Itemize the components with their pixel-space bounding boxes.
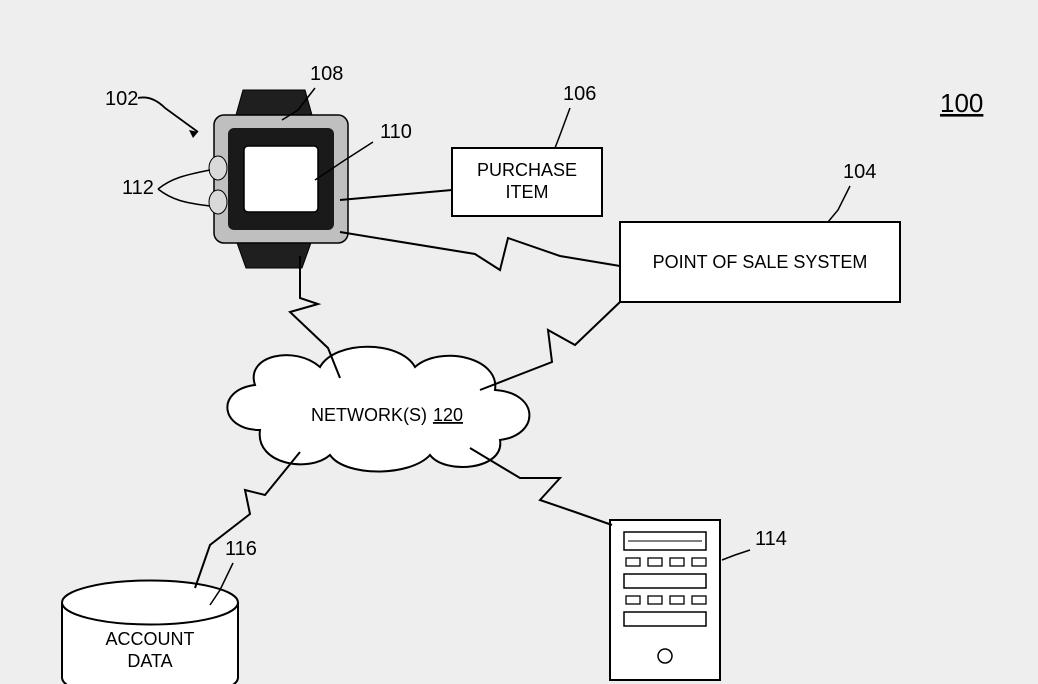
svg-text:NETWORK(S)120: NETWORK(S)120 xyxy=(311,405,463,425)
svg-text:110: 110 xyxy=(380,121,412,143)
svg-text:100: 100 xyxy=(940,88,983,118)
svg-text:102: 102 xyxy=(105,88,138,110)
figure-number: 100 xyxy=(940,88,983,118)
svg-text:POINT OF SALE SYSTEM: POINT OF SALE SYSTEM xyxy=(653,252,868,272)
svg-text:114: 114 xyxy=(755,528,787,550)
svg-text:DATA: DATA xyxy=(127,651,172,671)
svg-text:108: 108 xyxy=(310,63,343,85)
svg-text:ACCOUNT: ACCOUNT xyxy=(106,629,195,649)
svg-text:116: 116 xyxy=(225,538,257,560)
svg-text:104: 104 xyxy=(843,161,876,183)
svg-text:ITEM: ITEM xyxy=(506,182,549,202)
network-cloud: NETWORK(S)120 xyxy=(227,347,529,472)
svg-text:112: 112 xyxy=(122,177,154,199)
svg-text:PURCHASE: PURCHASE xyxy=(477,160,577,180)
svg-text:106: 106 xyxy=(563,83,596,105)
